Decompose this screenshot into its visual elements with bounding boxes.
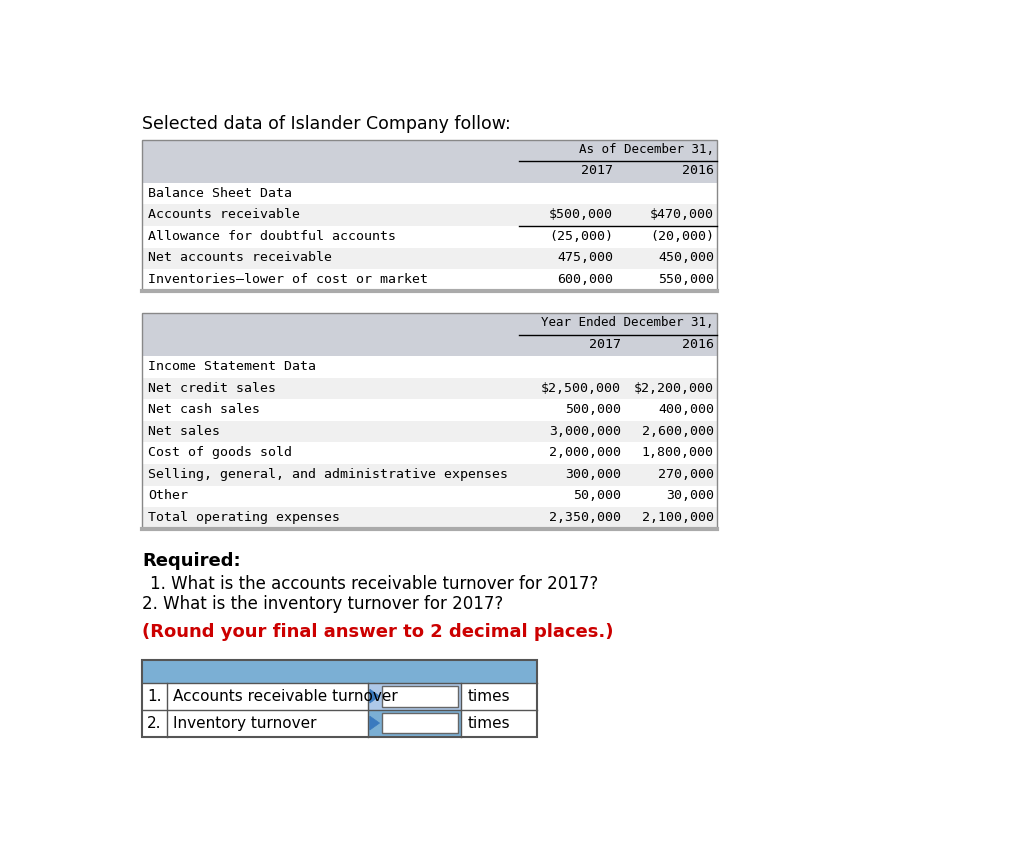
Polygon shape: [370, 690, 380, 703]
Text: 2. What is the inventory turnover for 2017?: 2. What is the inventory turnover for 20…: [142, 595, 503, 613]
Text: Other: Other: [148, 490, 188, 502]
Text: 1,800,000: 1,800,000: [642, 446, 714, 459]
Text: Cost of goods sold: Cost of goods sold: [148, 446, 292, 459]
Text: 450,000: 450,000: [657, 252, 714, 264]
Bar: [382, 685, 458, 706]
Bar: [142, 334, 717, 356]
Text: (Round your final answer to 2 decimal places.): (Round your final answer to 2 decimal pl…: [142, 623, 613, 641]
Text: Inventory turnover: Inventory turnover: [173, 716, 316, 731]
Bar: [142, 204, 717, 226]
Text: 1. What is the accounts receivable turnover for 2017?: 1. What is the accounts receivable turno…: [150, 575, 598, 592]
Bar: [142, 313, 717, 528]
Text: 2016: 2016: [682, 165, 714, 177]
Text: 2016: 2016: [682, 338, 714, 350]
Text: 2.: 2.: [147, 716, 162, 731]
Text: 2,600,000: 2,600,000: [642, 425, 714, 438]
Bar: [142, 659, 538, 683]
Bar: [142, 140, 717, 161]
Bar: [142, 378, 717, 399]
Text: 1.: 1.: [147, 689, 162, 704]
Bar: [142, 421, 717, 442]
Bar: [142, 313, 717, 334]
Text: 500,000: 500,000: [565, 403, 621, 416]
Text: $2,500,000: $2,500,000: [541, 381, 621, 394]
Bar: [142, 710, 538, 737]
Text: Balance Sheet Data: Balance Sheet Data: [148, 187, 292, 200]
Text: 550,000: 550,000: [657, 273, 714, 286]
Text: 2,000,000: 2,000,000: [549, 446, 621, 459]
Text: As of December 31,: As of December 31,: [579, 143, 714, 156]
Bar: [142, 247, 717, 269]
Bar: [142, 464, 717, 485]
Text: Accounts receivable turnover: Accounts receivable turnover: [173, 689, 397, 704]
Bar: [142, 183, 717, 204]
Bar: [142, 659, 538, 737]
Bar: [142, 683, 538, 710]
Text: 2017: 2017: [582, 165, 613, 177]
Bar: [142, 485, 717, 507]
Text: 475,000: 475,000: [557, 252, 613, 264]
Bar: [142, 399, 717, 421]
Text: Selected data of Islander Company follow:: Selected data of Islander Company follow…: [142, 115, 511, 133]
Text: $2,200,000: $2,200,000: [634, 381, 714, 394]
Text: Total operating expenses: Total operating expenses: [148, 511, 340, 524]
Text: 30,000: 30,000: [666, 490, 714, 502]
Bar: [369, 683, 461, 710]
Bar: [142, 507, 717, 528]
Text: (25,000): (25,000): [549, 230, 613, 243]
Text: Required:: Required:: [142, 552, 241, 570]
Text: 300,000: 300,000: [565, 468, 621, 481]
Bar: [142, 161, 717, 183]
Text: 3,000,000: 3,000,000: [549, 425, 621, 438]
Text: 270,000: 270,000: [657, 468, 714, 481]
Text: Selling, general, and administrative expenses: Selling, general, and administrative exp…: [148, 468, 508, 481]
Bar: [142, 442, 717, 464]
Text: Allowance for doubtful accounts: Allowance for doubtful accounts: [148, 230, 396, 243]
Text: Net accounts receivable: Net accounts receivable: [148, 252, 332, 264]
Text: Year Ended December 31,: Year Ended December 31,: [542, 316, 714, 329]
Bar: [369, 710, 461, 737]
Text: 2,100,000: 2,100,000: [642, 511, 714, 524]
Text: Net credit sales: Net credit sales: [148, 381, 276, 394]
Polygon shape: [370, 716, 380, 730]
Text: Income Statement Data: Income Statement Data: [148, 360, 316, 373]
Bar: [142, 269, 717, 290]
Bar: [142, 356, 717, 378]
Text: 400,000: 400,000: [657, 403, 714, 416]
Text: $500,000: $500,000: [549, 208, 613, 221]
Text: (20,000): (20,000): [650, 230, 714, 243]
Text: 2017: 2017: [589, 338, 621, 350]
Text: 50,000: 50,000: [572, 490, 621, 502]
Text: Net sales: Net sales: [148, 425, 220, 438]
Text: 2,350,000: 2,350,000: [549, 511, 621, 524]
Text: Net cash sales: Net cash sales: [148, 403, 260, 416]
Text: Inventories–lower of cost or market: Inventories–lower of cost or market: [148, 273, 428, 286]
Bar: [142, 226, 717, 247]
Text: Accounts receivable: Accounts receivable: [148, 208, 300, 221]
Bar: [142, 140, 717, 290]
Text: times: times: [467, 689, 510, 704]
Bar: [382, 712, 458, 733]
Text: $470,000: $470,000: [650, 208, 714, 221]
Text: times: times: [467, 716, 510, 731]
Text: 600,000: 600,000: [557, 273, 613, 286]
